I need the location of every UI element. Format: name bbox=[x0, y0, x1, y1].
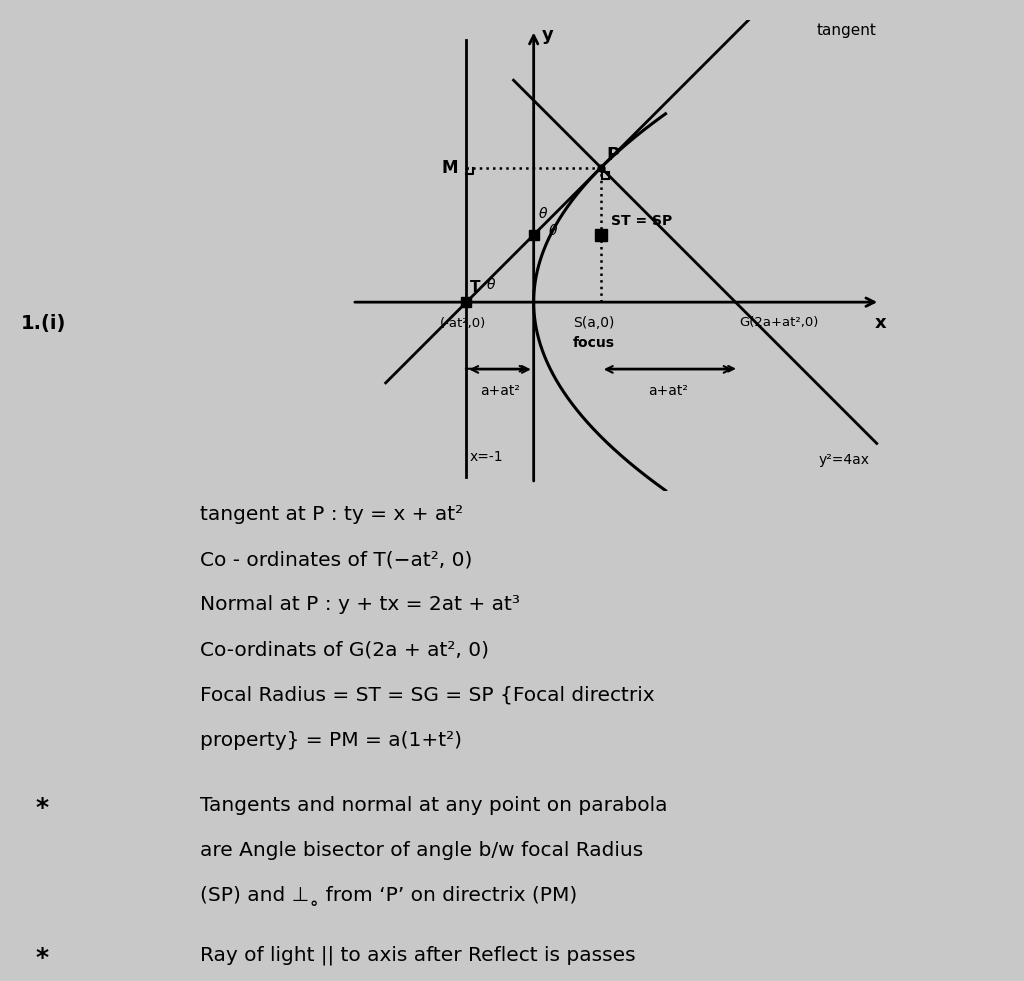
Text: M: M bbox=[441, 159, 459, 177]
Text: y: y bbox=[542, 26, 554, 44]
Text: Normal at P : y + tx = 2at + at³: Normal at P : y + tx = 2at + at³ bbox=[200, 595, 520, 614]
Text: (SP) and ⊥˳ from ‘P’ on directrix (PM): (SP) and ⊥˳ from ‘P’ on directrix (PM) bbox=[200, 886, 577, 905]
Text: ST = SP: ST = SP bbox=[611, 214, 673, 228]
Text: are Angle bisector of angle b/w focal Radius: are Angle bisector of angle b/w focal Ra… bbox=[200, 841, 643, 859]
Text: P: P bbox=[606, 145, 620, 164]
Text: S(a,0): S(a,0) bbox=[573, 316, 614, 330]
Text: G(2a+at²,0): G(2a+at²,0) bbox=[739, 316, 818, 329]
Text: Ray of light || to axis after Reflect is passes: Ray of light || to axis after Reflect is… bbox=[200, 946, 635, 965]
Bar bbox=[602, 172, 609, 180]
Text: focus: focus bbox=[573, 336, 615, 350]
Text: a+at²: a+at² bbox=[480, 385, 520, 398]
Text: x: x bbox=[874, 314, 886, 333]
Text: θ: θ bbox=[486, 278, 495, 291]
Text: tangent at P : ty = x + at²: tangent at P : ty = x + at² bbox=[200, 505, 463, 524]
Text: 1.(i): 1.(i) bbox=[20, 314, 66, 334]
Text: property} = PM = a(1+t²): property} = PM = a(1+t²) bbox=[200, 731, 462, 749]
Text: y²=4ax: y²=4ax bbox=[819, 452, 870, 467]
Text: T: T bbox=[470, 281, 480, 295]
Text: Co-ordinats of G(2a + at², 0): Co-ordinats of G(2a + at², 0) bbox=[200, 641, 488, 659]
Text: θ: θ bbox=[549, 224, 557, 237]
Text: tangent: tangent bbox=[817, 23, 877, 38]
Text: (-at²,0): (-at²,0) bbox=[440, 317, 486, 330]
Text: x=-1: x=-1 bbox=[470, 449, 504, 464]
Text: Co - ordinates of T(−at², 0): Co - ordinates of T(−at², 0) bbox=[200, 550, 472, 569]
Text: a+at²: a+at² bbox=[648, 385, 688, 398]
Text: *: * bbox=[36, 796, 49, 819]
Text: Tangents and normal at any point on parabola: Tangents and normal at any point on para… bbox=[200, 796, 668, 814]
Text: Focal Radius = ST = SG = SP {Focal directrix: Focal Radius = ST = SG = SP {Focal direc… bbox=[200, 686, 654, 704]
Text: θ: θ bbox=[539, 207, 548, 221]
Text: *: * bbox=[36, 946, 49, 969]
